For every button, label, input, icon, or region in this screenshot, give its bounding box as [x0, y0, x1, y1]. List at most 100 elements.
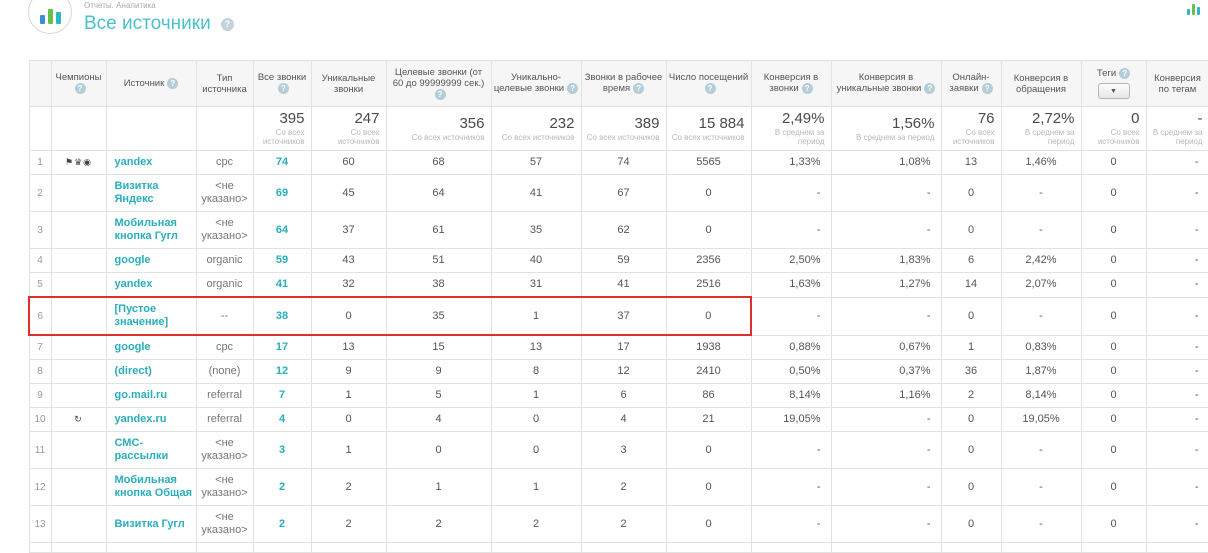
page-header: Отчеты. Аналитика Все источники ?: [0, 0, 1208, 60]
calls-link[interactable]: 12: [275, 365, 289, 377]
column-header-conv_calls[interactable]: Конверсия в звонки?: [750, 60, 832, 107]
help-icon[interactable]: ?: [704, 83, 716, 95]
column-header-work_calls[interactable]: Звонки в рабочее время?: [580, 60, 667, 107]
cell-calls[interactable]: 2: [252, 505, 312, 543]
column-header-conv_tags[interactable]: Конверсия по тегам: [1145, 60, 1208, 107]
column-header-tags[interactable]: Теги? ▼: [1080, 60, 1147, 107]
cell-calls[interactable]: 4: [252, 407, 312, 432]
cell-conv_calls: -: [750, 505, 832, 543]
cell-source[interactable]: google: [105, 334, 197, 360]
calls-link[interactable]: 2: [278, 480, 286, 493]
column-header-online[interactable]: Онлайн-заявки?: [940, 60, 1002, 107]
cell-calls[interactable]: 69: [252, 174, 312, 212]
title-help-icon[interactable]: ?: [220, 17, 234, 31]
cell-conv_total: 2,42%: [1000, 248, 1082, 273]
column-header-source[interactable]: Источник?: [105, 60, 197, 107]
cell-source[interactable]: go.mail.ru: [105, 383, 197, 408]
columns-settings-icon[interactable]: [1187, 3, 1200, 15]
source-link[interactable]: [Пустое значение]: [114, 303, 169, 328]
champion-icons[interactable]: ↻: [50, 407, 107, 432]
summary-caption: Со всех источников: [952, 128, 995, 146]
cell-calls[interactable]: 12: [252, 359, 312, 384]
calls-link[interactable]: 17: [275, 341, 289, 353]
column-header-type[interactable]: Тип источника: [195, 60, 254, 107]
source-link[interactable]: yandex: [114, 278, 153, 290]
cell-calls[interactable]: 41: [252, 272, 312, 298]
source-link[interactable]: СМС-рассылки: [114, 437, 169, 462]
cell-num: 12: [28, 468, 52, 506]
source-link[interactable]: Визитка Гугл: [114, 517, 185, 530]
calls-link[interactable]: 64: [275, 223, 289, 236]
cell-calls[interactable]: 3: [252, 431, 312, 469]
column-header-visits[interactable]: Число посещений?: [665, 60, 752, 107]
source-link[interactable]: google: [114, 341, 151, 353]
cell-calls[interactable]: 7: [252, 383, 312, 408]
column-header-conv_total[interactable]: Конверсия в обращения: [1000, 60, 1082, 107]
column-label-conv_unique: Конверсия в уникальные звонки: [836, 72, 922, 95]
calls-link[interactable]: 59: [275, 254, 289, 266]
source-link[interactable]: Мобильная кнопка Общая: [114, 474, 193, 499]
cell-source[interactable]: google: [105, 248, 197, 273]
help-icon[interactable]: ?: [1119, 67, 1131, 79]
cell-calls[interactable]: 74: [252, 150, 312, 175]
cell-work_calls: 17: [580, 334, 667, 360]
column-header-unique_target_calls[interactable]: Уникально-целевые звонки?: [490, 60, 582, 107]
cell-calls[interactable]: 2: [252, 468, 312, 506]
cell-target_calls: 4: [385, 407, 492, 432]
help-icon[interactable]: ?: [434, 88, 446, 100]
source-link[interactable]: google: [114, 254, 151, 266]
cell-source[interactable]: [Пустое значение]: [105, 296, 197, 336]
cell-source[interactable]: yandex: [105, 150, 197, 175]
calls-link[interactable]: 69: [275, 186, 289, 199]
column-header-champions[interactable]: Чемпионы?: [50, 60, 107, 107]
column-header-target_calls[interactable]: Целевые звонки (от 60 до 99999999 сек.)?: [385, 60, 492, 107]
help-icon[interactable]: ?: [74, 83, 86, 95]
column-header-unique_calls[interactable]: Уникальные звонки: [310, 60, 387, 107]
cell-empty: [830, 542, 942, 553]
help-icon[interactable]: ?: [633, 83, 645, 95]
cell-target_calls: 0: [385, 431, 492, 469]
cell-conv_unique: -: [830, 505, 942, 543]
help-icon[interactable]: ?: [278, 83, 289, 95]
tags-filter-dropdown[interactable]: ▼: [1097, 83, 1130, 99]
calls-link[interactable]: 3: [278, 443, 286, 456]
cell-source[interactable]: Мобильная кнопка Гугл: [105, 211, 197, 249]
calls-link[interactable]: 7: [278, 389, 286, 401]
cell-conv_total: -: [1000, 211, 1082, 249]
source-link[interactable]: (direct): [114, 365, 152, 377]
source-link[interactable]: yandex: [114, 156, 153, 168]
cell-source[interactable]: Визитка Гугл: [105, 505, 197, 543]
cell-calls[interactable]: 64: [252, 211, 312, 249]
cell-source[interactable]: yandex: [105, 272, 197, 298]
help-icon[interactable]: ?: [567, 83, 579, 95]
champion-icons[interactable]: ⚑♛◉: [50, 150, 107, 175]
help-icon[interactable]: ?: [801, 83, 813, 95]
source-link[interactable]: yandex.ru: [114, 413, 167, 425]
cell-target_calls: 15: [385, 334, 492, 360]
calls-link[interactable]: 74: [275, 156, 289, 168]
source-link[interactable]: Мобильная кнопка Гугл: [114, 217, 178, 242]
source-link[interactable]: go.mail.ru: [114, 389, 168, 401]
cell-source[interactable]: (direct): [105, 359, 197, 384]
calls-link[interactable]: 41: [275, 278, 289, 290]
calls-link[interactable]: 38: [275, 309, 289, 322]
help-icon[interactable]: ?: [981, 83, 993, 95]
cell-source[interactable]: Визитка Яндекс: [105, 174, 197, 212]
calls-link[interactable]: 2: [278, 517, 286, 530]
cell-source[interactable]: СМС-рассылки: [105, 431, 197, 469]
cell-calls[interactable]: 59: [252, 248, 312, 273]
help-icon[interactable]: ?: [924, 83, 936, 95]
cell-unique_calls: 32: [310, 272, 387, 298]
cell-source[interactable]: Мобильная кнопка Общая: [105, 468, 197, 506]
table-row: 3 Мобильная кнопка Гугл <не указано> 64 37 61…: [28, 211, 1208, 249]
cell-calls[interactable]: 38: [252, 296, 312, 336]
column-header-conv_unique[interactable]: Конверсия в уникальные звонки?: [830, 60, 942, 107]
source-link[interactable]: Визитка Яндекс: [114, 180, 159, 205]
calls-link[interactable]: 4: [278, 413, 286, 425]
help-icon[interactable]: ?: [167, 77, 179, 89]
cell-target_calls: 68: [385, 150, 492, 175]
cell-source[interactable]: yandex.ru: [105, 407, 197, 432]
cell-calls[interactable]: 17: [252, 334, 312, 360]
cell-type: organic: [195, 272, 254, 298]
column-header-calls[interactable]: Все звонки?: [252, 60, 312, 107]
